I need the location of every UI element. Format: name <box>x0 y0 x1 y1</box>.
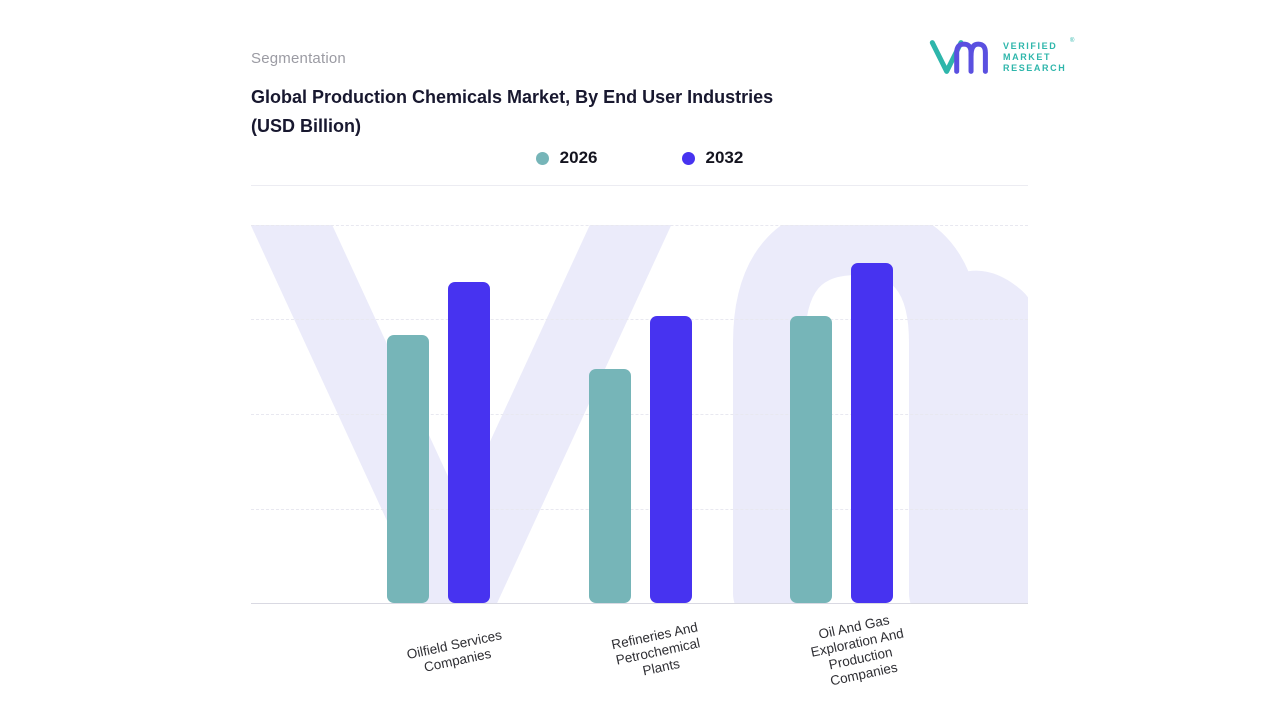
x-axis-line <box>251 603 1028 604</box>
registered-mark: ® <box>1069 37 1075 44</box>
legend-label-2026: 2026 <box>559 148 598 167</box>
bar-2032-cat2 <box>850 263 893 603</box>
plot-area <box>251 225 1028 603</box>
bar-2026-cat1 <box>588 369 631 603</box>
chart-legend: 2026 2032 <box>251 148 1028 168</box>
legend-item-2026: 2026 <box>535 148 598 168</box>
x-axis-label: Oilfield Services Companies <box>405 627 504 675</box>
vmr-logo-text: VERIFIED MARKET RESEARCH ® <box>1003 38 1074 74</box>
bar-2026-cat0 <box>386 335 429 603</box>
chart-title-line-1: Global Production Chemicals Market, By E… <box>251 87 774 107</box>
x-axis-label: Oil And Gas Exploration And Production C… <box>809 612 906 689</box>
legend-dot <box>535 151 549 165</box>
x-axis-label: Refineries And Petrochemical Plants <box>610 619 702 679</box>
section-label: Segmentation <box>251 50 346 67</box>
logo-line-2: MARKET <box>1003 51 1052 62</box>
vmr-logo[interactable]: VERIFIED MARKET RESEARCH ® <box>928 34 1074 80</box>
bar-2026-cat2 <box>789 316 832 603</box>
gridline <box>251 509 1028 510</box>
header-divider <box>251 185 1028 186</box>
gridline <box>251 414 1028 415</box>
vmr-logo-icon <box>929 40 988 74</box>
chart-title-line-2: (USD Billion) <box>251 116 361 136</box>
gridline <box>251 225 1028 226</box>
legend-item-2032: 2032 <box>681 148 744 168</box>
bar-chart: Oilfield Services Companies Refineries An… <box>251 225 1028 688</box>
legend-dot <box>681 151 695 165</box>
bar-2032-cat0 <box>447 282 490 603</box>
x-labels: Oilfield Services Companies Refineries An… <box>251 603 1028 720</box>
gridline <box>251 319 1028 320</box>
legend-label-2032: 2032 <box>705 148 744 167</box>
logo-line-3: RESEARCH <box>1003 62 1067 73</box>
bar-2032-cat1 <box>649 316 692 603</box>
chart-title: Global Production Chemicals Market, By E… <box>251 83 911 141</box>
logo-line-1: VERIFIED <box>1003 40 1058 51</box>
